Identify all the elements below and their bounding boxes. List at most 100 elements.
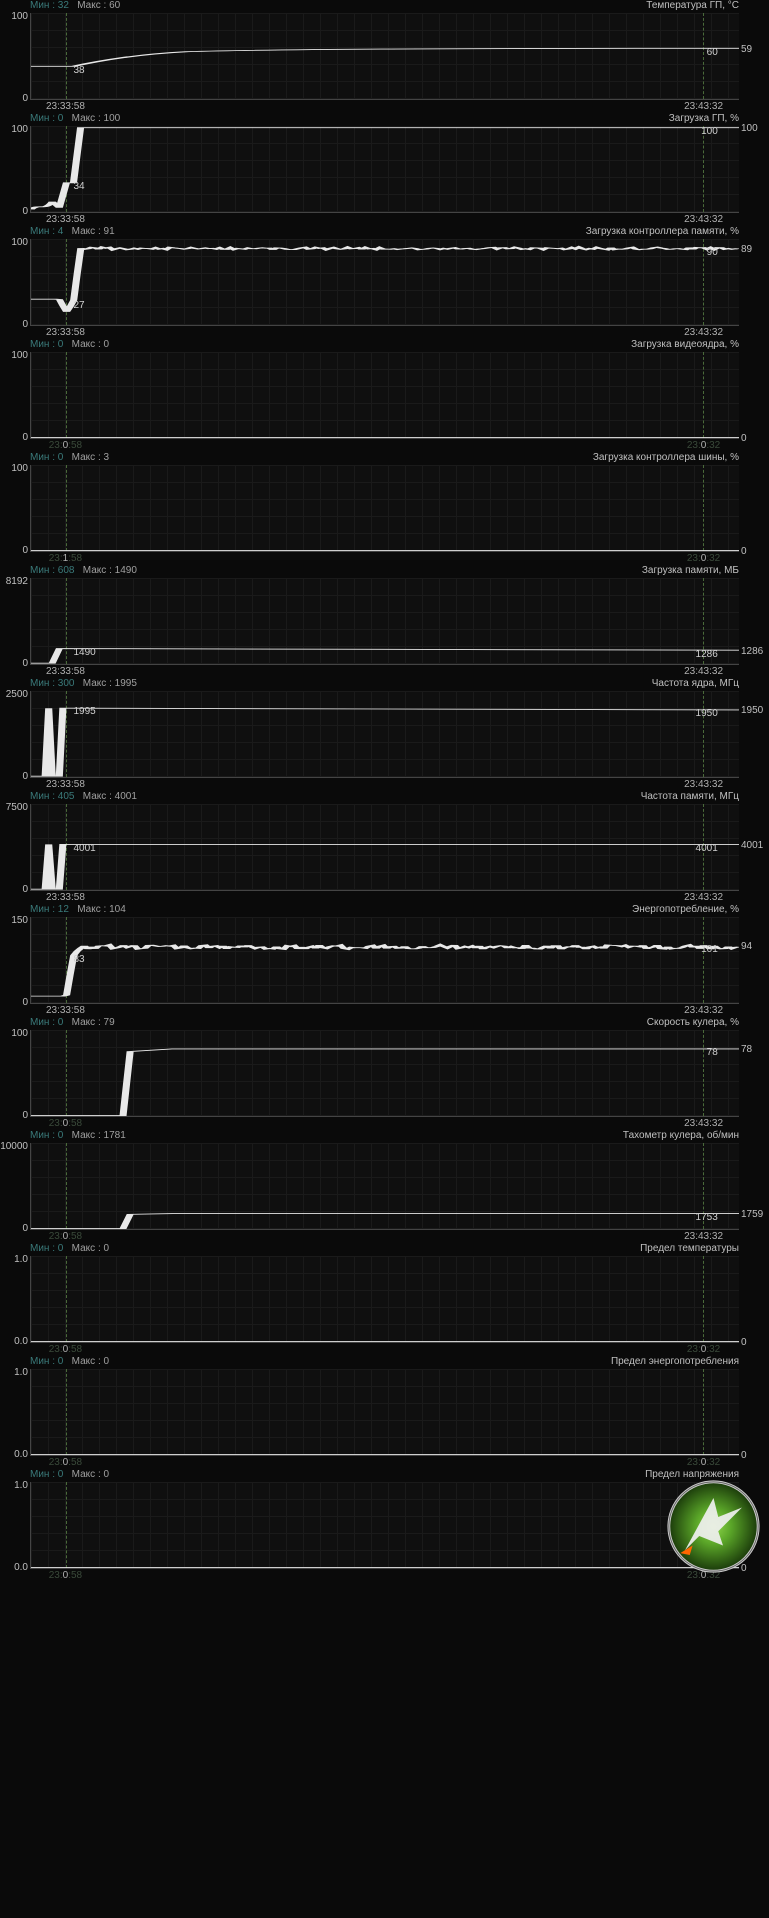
- data-line: [31, 13, 739, 99]
- y-right-value: 100: [741, 123, 767, 134]
- time-start: 23:0:58: [49, 1457, 82, 1468]
- chart-panel: Мин : 32 Макс : 60 Температура ГП, °C 10…: [0, 0, 769, 113]
- plot-area[interactable]: 0 1753: [30, 1143, 739, 1230]
- max-label: Макс : 0: [66, 1469, 109, 1480]
- chart-title: Частота ядра, МГц: [652, 678, 739, 689]
- chart-panel: Мин : 0 Макс : 100 Загрузка ГП, % 100 0 …: [0, 113, 769, 226]
- max-label: Макс : 100: [66, 113, 120, 124]
- y-axis-min: 0: [0, 319, 28, 330]
- plot-area[interactable]: 1995 1950: [30, 691, 739, 778]
- data-line: [31, 239, 739, 325]
- y-right-value: 0: [741, 1450, 767, 1461]
- charts-container: Мин : 32 Макс : 60 Температура ГП, °C 10…: [0, 0, 769, 1582]
- y-axis-min: 0.0: [0, 1449, 28, 1460]
- chart-title: Загрузка контроллера шины, %: [593, 452, 739, 463]
- plot-area[interactable]: 34 100: [30, 126, 739, 213]
- plot-area[interactable]: 1490 1286: [30, 578, 739, 665]
- min-label: Мин : 0: [30, 113, 63, 124]
- time-start: 23:33:58: [46, 892, 85, 903]
- chart-title: Загрузка ГП, %: [669, 113, 739, 124]
- plot-area[interactable]: 83 101: [30, 917, 739, 1004]
- y-axis-max: 100: [0, 1028, 28, 1039]
- data-line: [31, 352, 739, 438]
- y-axis-max: 7500: [0, 802, 28, 813]
- data-line: [31, 1482, 739, 1568]
- chart-panel: Мин : 0 Макс : 0 Предел напряжения 1.0 0…: [0, 1469, 769, 1582]
- time-start: 23:33:58: [46, 666, 85, 677]
- data-line: [31, 1369, 739, 1455]
- min-label: Мин : 32: [30, 0, 69, 11]
- time-end: 23:43:32: [684, 101, 723, 112]
- chart-title: Частота памяти, МГц: [641, 791, 739, 802]
- y-axis-min: 0: [0, 93, 28, 104]
- plot-area[interactable]: 38 60: [30, 13, 739, 100]
- y-axis-min: 0: [0, 545, 28, 556]
- chart-title: Скорость кулера, %: [647, 1017, 739, 1028]
- time-end: 23:43:32: [684, 666, 723, 677]
- time-end: 23:0:32: [687, 1344, 720, 1355]
- plot-area[interactable]: 27 90: [30, 239, 739, 326]
- plot-area[interactable]: 0 0: [30, 1256, 739, 1343]
- max-label: Макс : 1995: [77, 678, 137, 689]
- y-right-value: 0: [741, 546, 767, 557]
- data-line: [31, 1256, 739, 1342]
- chart-panel: Мин : 0 Макс : 0 Предел температуры 1.0 …: [0, 1243, 769, 1356]
- time-start: 23:0:58: [49, 1570, 82, 1581]
- y-right-value: 1759: [741, 1209, 767, 1220]
- max-label: Макс : 4001: [77, 791, 137, 802]
- chart-title: Предел температуры: [640, 1243, 739, 1254]
- chart-panel: Мин : 0 Макс : 1781 Тахометр кулера, об/…: [0, 1130, 769, 1243]
- chart-title: Загрузка контроллера памяти, %: [586, 226, 739, 237]
- y-axis-max: 100: [0, 124, 28, 135]
- plot-area[interactable]: 0 78: [30, 1030, 739, 1117]
- chart-panel: Мин : 0 Макс : 3 Загрузка контроллера ши…: [0, 452, 769, 565]
- max-label: Макс : 1781: [66, 1130, 126, 1141]
- y-axis-min: 0: [0, 658, 28, 669]
- min-label: Мин : 12: [30, 904, 69, 915]
- time-start: 23:33:58: [46, 101, 85, 112]
- data-line: [31, 917, 739, 1003]
- data-line: [31, 465, 739, 551]
- y-axis-max: 100: [0, 463, 28, 474]
- plot-area[interactable]: 0 0: [30, 352, 739, 439]
- chart-panel: Мин : 0 Макс : 0 Предел энергопотреблени…: [0, 1356, 769, 1469]
- y-axis-min: 0: [0, 1223, 28, 1234]
- y-right-value: 59: [741, 44, 767, 55]
- data-line: [31, 126, 739, 212]
- y-axis-min: 0: [0, 997, 28, 1008]
- time-end: 23:0:32: [687, 1457, 720, 1468]
- y-axis-min: 0.0: [0, 1336, 28, 1347]
- chart-panel: Мин : 12 Макс : 104 Энергопотребление, %…: [0, 904, 769, 1017]
- data-line: [31, 804, 739, 890]
- y-right-value: 0: [741, 1337, 767, 1348]
- max-label: Макс : 79: [66, 1017, 115, 1028]
- time-end: 23:0:32: [687, 440, 720, 451]
- plot-area[interactable]: 1 0: [30, 465, 739, 552]
- chart-title: Загрузка видеоядра, %: [631, 339, 739, 350]
- time-start: 23:33:58: [46, 779, 85, 790]
- plot-area[interactable]: 0 0: [30, 1482, 739, 1569]
- chart-title: Температура ГП, °C: [646, 0, 739, 11]
- data-line: [31, 691, 739, 777]
- plot-area[interactable]: 0 0: [30, 1369, 739, 1456]
- plot-area[interactable]: 4001 4001: [30, 804, 739, 891]
- max-label: Макс : 3: [66, 452, 109, 463]
- max-label: Макс : 60: [72, 0, 121, 11]
- y-axis-max: 1.0: [0, 1254, 28, 1265]
- y-axis-min: 0: [0, 432, 28, 443]
- y-axis-min: 0.0: [0, 1562, 28, 1573]
- y-axis-max: 1.0: [0, 1367, 28, 1378]
- max-label: Макс : 91: [66, 226, 115, 237]
- chart-panel: Мин : 608 Макс : 1490 Загрузка памяти, М…: [0, 565, 769, 678]
- min-label: Мин : 608: [30, 565, 74, 576]
- max-label: Макс : 0: [66, 1356, 109, 1367]
- y-right-value: 0: [741, 433, 767, 444]
- chart-panel: Мин : 405 Макс : 4001 Частота памяти, МГ…: [0, 791, 769, 904]
- y-axis-max: 1.0: [0, 1480, 28, 1491]
- data-line: [31, 1030, 739, 1116]
- min-label: Мин : 0: [30, 452, 63, 463]
- y-right-value: 94: [741, 941, 767, 952]
- chart-title: Предел энергопотребления: [611, 1356, 739, 1367]
- chart-panel: Мин : 300 Макс : 1995 Частота ядра, МГц …: [0, 678, 769, 791]
- time-start: 23:0:58: [49, 440, 82, 451]
